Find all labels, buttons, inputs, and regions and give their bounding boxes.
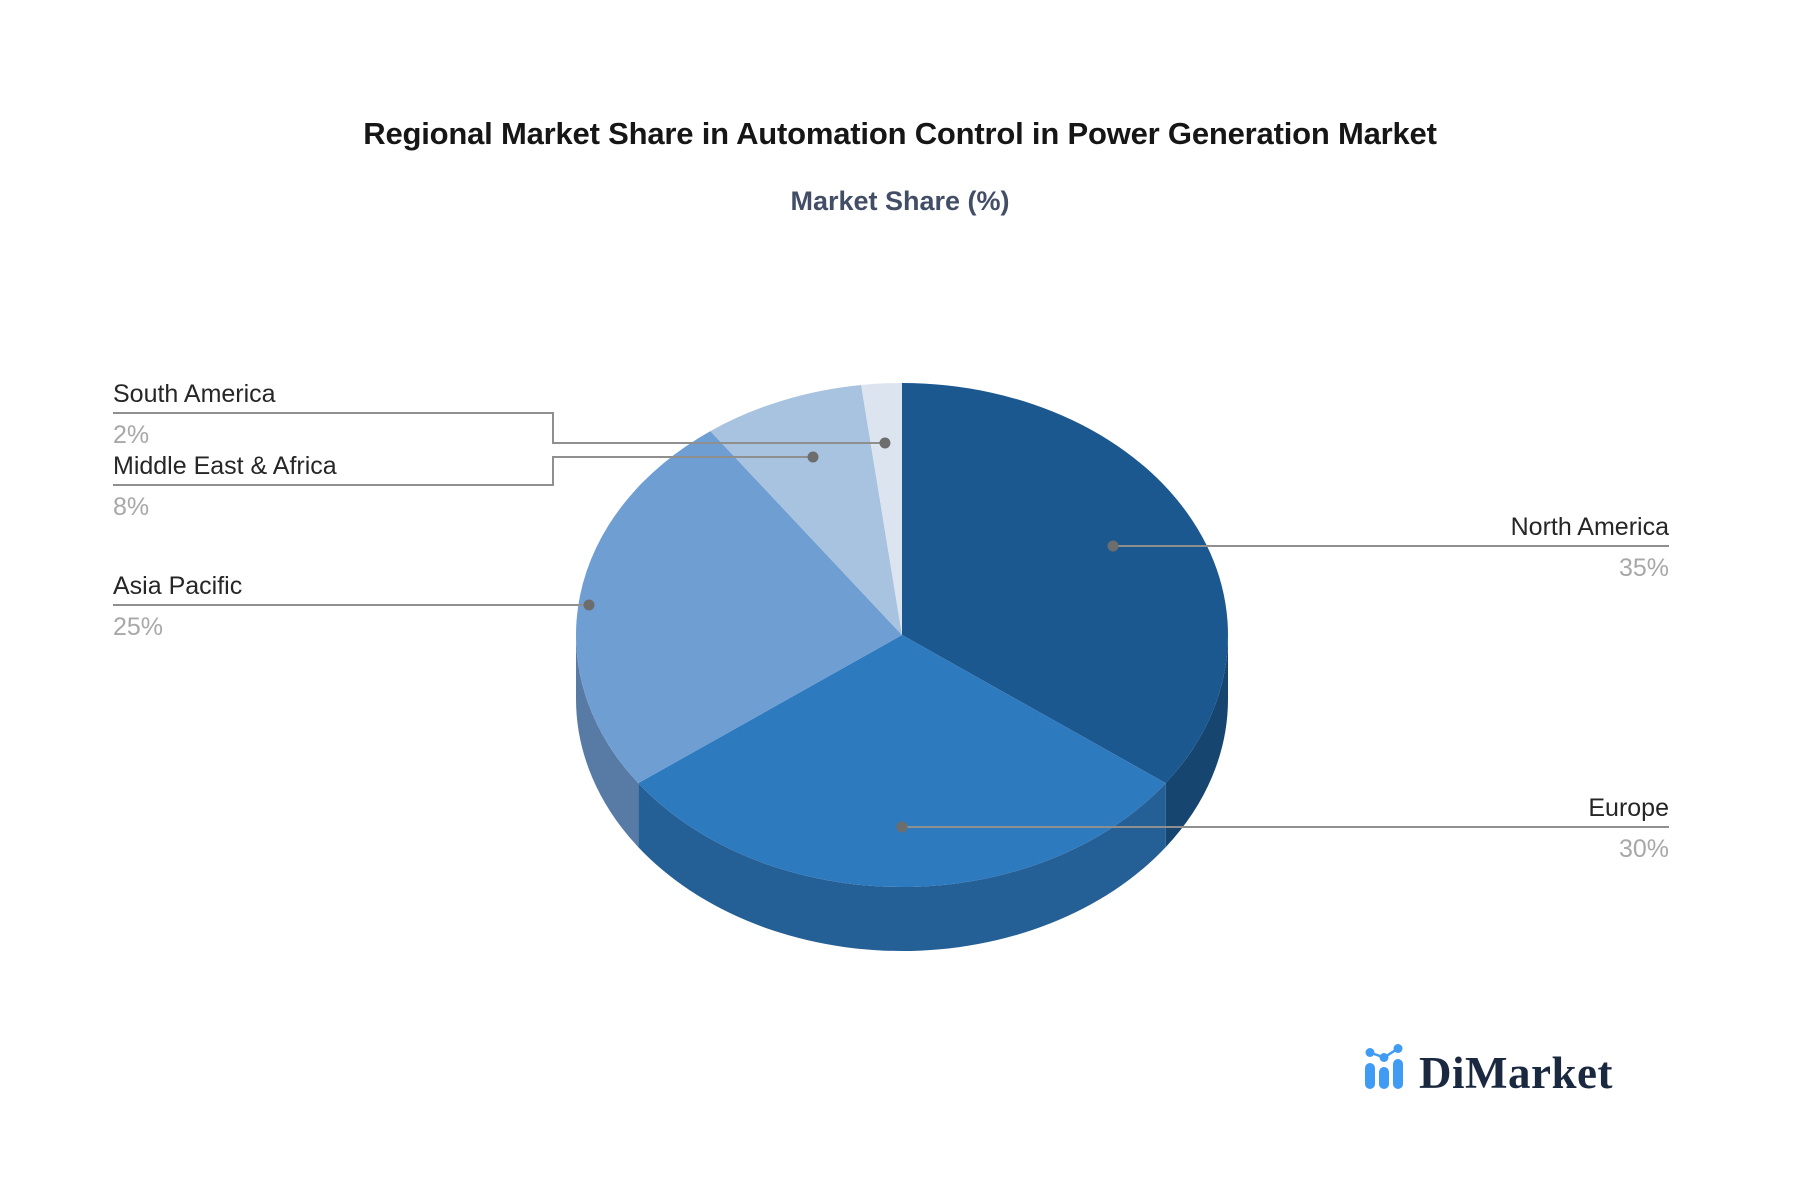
- brand-name: DiMarket: [1419, 1048, 1613, 1098]
- leader-dot-north-america: [1107, 540, 1119, 552]
- pie-slice-side-north-america: [1165, 635, 1228, 848]
- pie-slice-side-asia-pacific: [576, 635, 639, 848]
- pie-slice-asia-pacific: [576, 431, 902, 784]
- leader-dot-middle-east-africa: [807, 451, 819, 463]
- leader-line-south-america: [113, 412, 885, 444]
- leader-dot-europe: [896, 821, 908, 833]
- pie-slice-north-america: [902, 383, 1228, 784]
- pie-slice-europe: [638, 635, 1166, 888]
- pie-slice-south-america: [861, 383, 902, 635]
- chart-subtitle: Market Share (%): [790, 186, 1010, 216]
- pie-slice-side-europe: [638, 783, 1166, 952]
- leader-dot-asia-pacific: [583, 599, 595, 611]
- leader-dot-south-america: [879, 437, 891, 449]
- leader-line-middle-east-africa: [113, 456, 813, 486]
- pie-slice-middle-east-africa: [710, 384, 902, 635]
- brand-logo: DiMarket: [1363, 1040, 1613, 1097]
- bar-chart-logo-icon: [1365, 1044, 1403, 1089]
- chart-title: Regional Market Share in Automation Cont…: [363, 116, 1437, 151]
